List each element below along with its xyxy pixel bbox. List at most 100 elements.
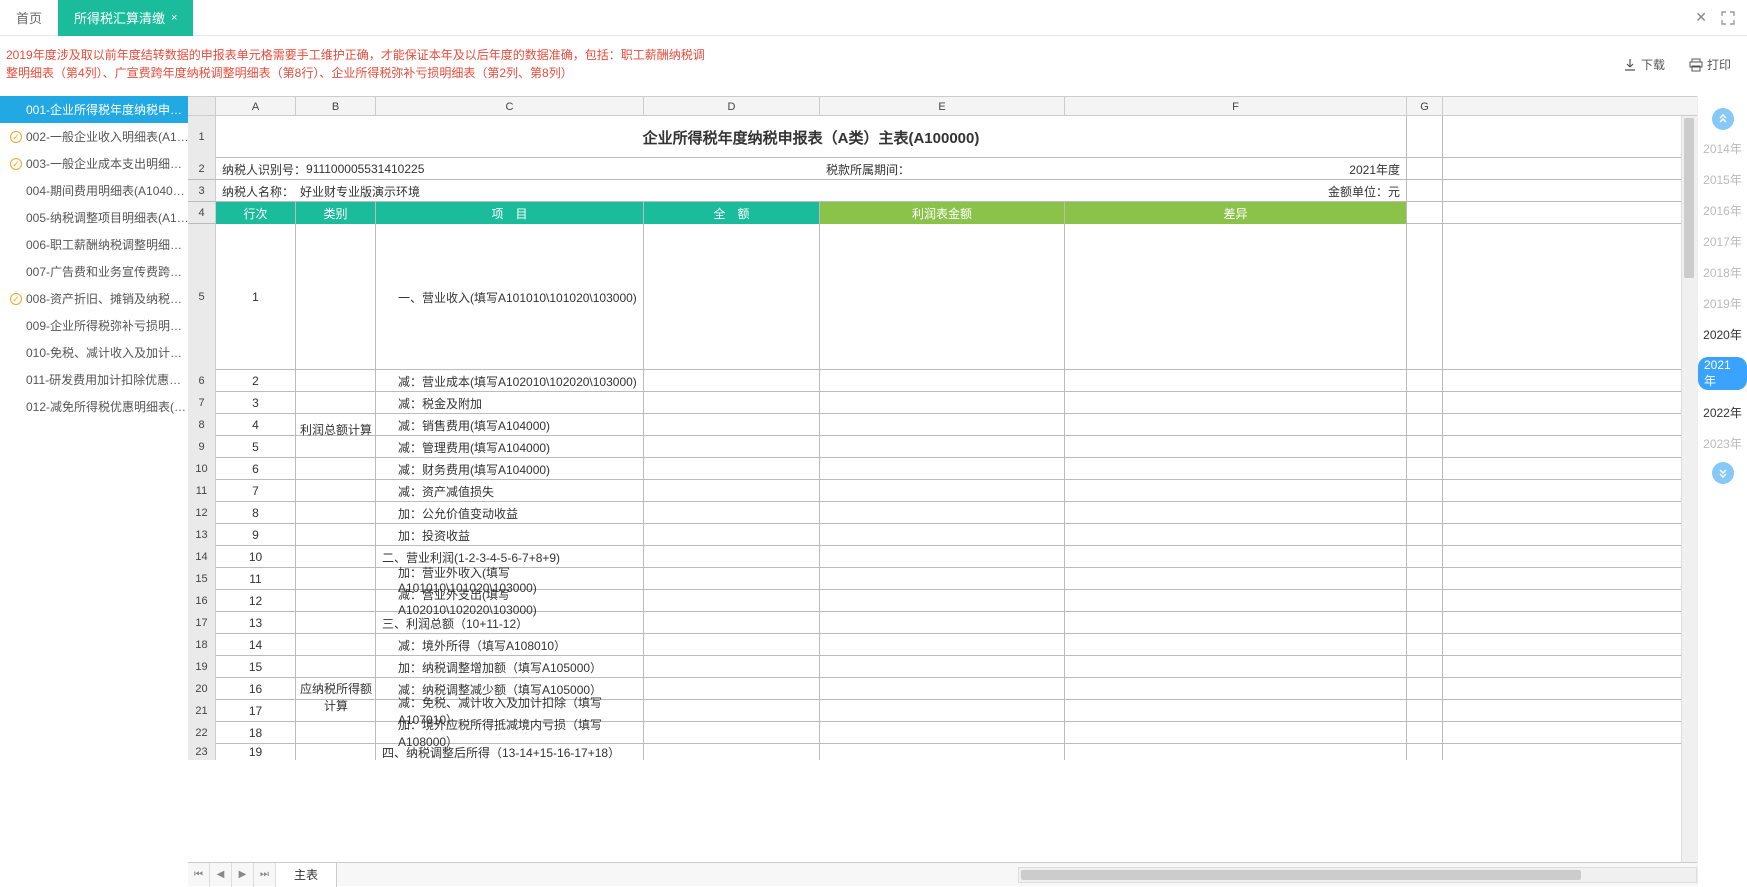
row-header[interactable]: 13 <box>188 524 216 546</box>
cell[interactable] <box>1407 158 1443 180</box>
col-header-E[interactable]: E <box>820 97 1065 115</box>
cell[interactable] <box>644 612 820 634</box>
download-button[interactable]: 下载 <box>1623 56 1665 73</box>
year-2017年[interactable]: 2017年 <box>1703 233 1742 250</box>
cell[interactable] <box>644 568 820 590</box>
sheet-body[interactable]: 1企业所得税年度纳税申报表（A类）主表(A100000)2纳税人识别号： 911… <box>188 116 1681 862</box>
sheet-nav-prev-icon[interactable]: ◀ <box>210 863 232 887</box>
cell[interactable] <box>296 656 376 678</box>
row-header[interactable]: 12 <box>188 502 216 524</box>
cell[interactable] <box>1407 612 1443 634</box>
cell[interactable] <box>1065 590 1407 612</box>
cell[interactable] <box>820 502 1065 524</box>
cell[interactable] <box>820 612 1065 634</box>
cell[interactable] <box>820 458 1065 480</box>
sidebar-item-5[interactable]: 005-纳税调整项目明细表(A1… <box>0 204 188 231</box>
cell[interactable] <box>1407 590 1443 612</box>
year-2020年[interactable]: 2020年 <box>1703 326 1742 343</box>
sidebar-item-6[interactable]: 006-职工薪酬纳税调整明细… <box>0 231 188 258</box>
year-2022年[interactable]: 2022年 <box>1703 404 1742 421</box>
cell[interactable] <box>1407 180 1443 202</box>
row-header[interactable]: 1 <box>188 116 216 158</box>
cell[interactable] <box>1065 744 1407 760</box>
year-2014年[interactable]: 2014年 <box>1703 140 1742 157</box>
vertical-scrollbar[interactable] <box>1681 116 1697 862</box>
cell[interactable] <box>1065 414 1407 436</box>
row-header[interactable]: 4 <box>188 202 216 223</box>
cell[interactable] <box>644 502 820 524</box>
cell[interactable] <box>1065 678 1407 700</box>
cell[interactable]: 加：境外应税所得抵减境内亏损（填写A108000） <box>376 722 644 744</box>
cell[interactable] <box>1407 436 1443 458</box>
cell[interactable] <box>1065 722 1407 744</box>
cell[interactable] <box>820 678 1065 700</box>
cell[interactable] <box>1065 612 1407 634</box>
row-header[interactable]: 20 <box>188 678 216 700</box>
cell[interactable] <box>1065 524 1407 546</box>
cell[interactable]: 项 目 <box>376 202 644 224</box>
cell[interactable] <box>820 722 1065 744</box>
year-2023年[interactable]: 2023年 <box>1703 435 1742 452</box>
cell[interactable] <box>1065 458 1407 480</box>
cell[interactable] <box>296 480 376 502</box>
cell[interactable] <box>644 392 820 414</box>
cell[interactable] <box>1065 480 1407 502</box>
cell[interactable] <box>644 414 820 436</box>
cell[interactable] <box>820 656 1065 678</box>
cell[interactable] <box>296 546 376 568</box>
cell[interactable]: 加：纳税调整增加额（填写A105000） <box>376 656 644 678</box>
cell[interactable] <box>820 546 1065 568</box>
sidebar-item-9[interactable]: 009-企业所得税弥补亏损明… <box>0 312 188 339</box>
sidebar-item-12[interactable]: 012-减免所得税优惠明细表(… <box>0 393 188 420</box>
year-2015年[interactable]: 2015年 <box>1703 171 1742 188</box>
col-header-A[interactable]: A <box>216 97 296 115</box>
year-2018年[interactable]: 2018年 <box>1703 264 1742 281</box>
sheet-tab[interactable]: 主表 <box>276 863 337 887</box>
cell[interactable]: 11 <box>216 568 296 590</box>
cell[interactable] <box>820 414 1065 436</box>
cell[interactable] <box>1407 722 1443 744</box>
row-header[interactable]: 2 <box>188 158 216 179</box>
cell[interactable] <box>296 612 376 634</box>
cell[interactable]: 四、纳税调整后所得（13-14+15-16-17+18） <box>376 744 644 760</box>
cell[interactable] <box>1065 224 1407 370</box>
sheet-nav-last-icon[interactable]: ⏭ <box>254 863 276 887</box>
cell[interactable] <box>296 678 376 700</box>
cell[interactable] <box>820 634 1065 656</box>
col-header-B[interactable]: B <box>296 97 376 115</box>
cell[interactable] <box>820 590 1065 612</box>
sidebar-item-2[interactable]: ✓002-一般企业收入明细表(A1… <box>0 123 188 150</box>
cell[interactable] <box>1407 414 1443 436</box>
row-header[interactable]: 7 <box>188 392 216 414</box>
cell[interactable]: 19 <box>216 744 296 760</box>
cell[interactable] <box>1407 480 1443 502</box>
cell[interactable] <box>1407 224 1443 370</box>
cell[interactable]: 三、利润总额（10+11-12） <box>376 612 644 634</box>
cell[interactable] <box>296 458 376 480</box>
cell[interactable]: 全 额 <box>644 202 820 224</box>
row-header[interactable]: 21 <box>188 700 216 722</box>
cell[interactable] <box>820 224 1065 370</box>
cell[interactable] <box>296 524 376 546</box>
year-2019年[interactable]: 2019年 <box>1703 295 1742 312</box>
cell[interactable] <box>820 370 1065 392</box>
cell[interactable]: 税款所属期间： <box>820 158 1065 180</box>
cell[interactable]: 2 <box>216 370 296 392</box>
row-header[interactable]: 10 <box>188 458 216 480</box>
cell[interactable]: 类别 <box>296 202 376 224</box>
cell[interactable]: 减：财务费用(填写A104000) <box>376 458 644 480</box>
cell[interactable] <box>820 480 1065 502</box>
cell[interactable] <box>1407 392 1443 414</box>
cell[interactable] <box>644 590 820 612</box>
cell[interactable]: 9 <box>216 524 296 546</box>
corner-cell[interactable] <box>188 97 216 115</box>
year-2021年[interactable]: 2021年 <box>1698 357 1747 390</box>
cell[interactable]: 16 <box>216 678 296 700</box>
cell[interactable] <box>296 224 376 370</box>
cell[interactable] <box>296 392 376 414</box>
cell[interactable]: 行次 <box>216 202 296 224</box>
cell[interactable] <box>644 634 820 656</box>
cell[interactable]: 减：管理费用(填写A104000) <box>376 436 644 458</box>
cell[interactable]: 13 <box>216 612 296 634</box>
cell[interactable] <box>644 546 820 568</box>
